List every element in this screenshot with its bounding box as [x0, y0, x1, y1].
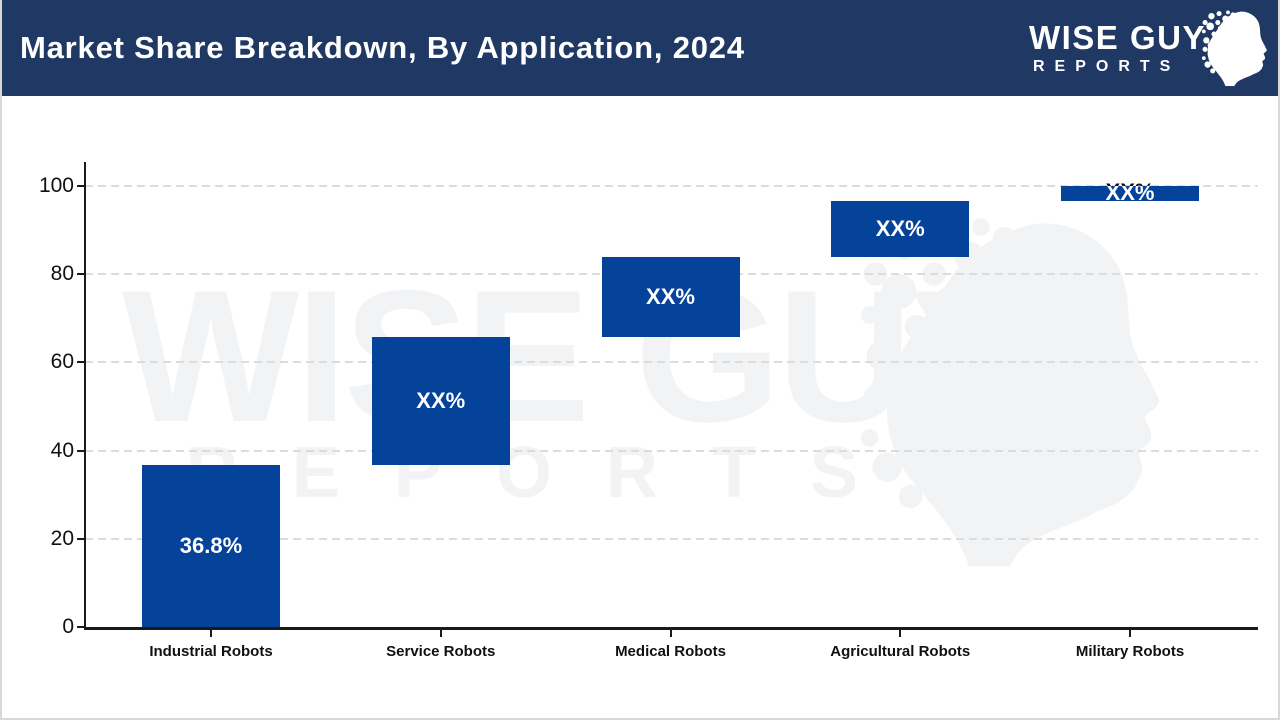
y-axis-tick-60 [77, 361, 84, 364]
x-axis-tick-medical-robots [669, 630, 672, 637]
x-axis-label-military-robots: Military Robots [1075, 643, 1185, 660]
y-axis-tick-40 [77, 449, 84, 452]
x-axis-label-agricultural-robots: Agricultural Robots [830, 643, 971, 660]
y-axis-tick-label-20: 20 [50, 526, 74, 550]
bar-medical-robots: XX% [601, 257, 740, 337]
bar-label-industrial-robots: 36.8% [179, 532, 243, 558]
y-axis-tick-label-60: 60 [50, 350, 74, 374]
y-axis-line [84, 162, 86, 629]
bar-label-medical-robots: XX% [646, 284, 695, 310]
brand-name: WISE GUY [1028, 19, 1206, 56]
logo-head-icon [1200, 6, 1270, 90]
x-axis-tick-industrial-robots [210, 630, 212, 637]
y-axis-tick-label-0: 0 [62, 615, 74, 638]
gridline-60 [85, 361, 1258, 364]
x-axis-label-industrial-robots: Industrial Robots [149, 643, 273, 660]
bar-label-military-robots: XX% [1105, 186, 1155, 201]
y-axis-tick-label-100: 100 [38, 174, 74, 197]
x-axis-tick-service-robots [439, 630, 442, 637]
bar-label-service-robots: XX% [416, 387, 466, 413]
bar-agricultural-robots: XX% [831, 200, 970, 258]
x-axis-label-medical-robots: Medical Robots [615, 643, 726, 660]
page-title: Market Share Breakdown, By Application, … [20, 30, 745, 65]
y-axis-tick-80 [77, 273, 84, 276]
gridline-40 [85, 449, 1258, 452]
gridline-100 [85, 185, 1258, 187]
y-axis-tick-20 [77, 537, 84, 540]
header: Market Share Breakdown, By Application, … [0, 0, 1280, 96]
gridline-20 [85, 537, 1258, 540]
y-axis-tick-100 [77, 185, 84, 187]
bar-industrial-robots: 36.8% [142, 464, 280, 627]
watermark-text-line2: REPORTS [186, 433, 913, 513]
x-axis-tick-military-robots [1129, 630, 1131, 637]
watermark-head-icon [852, 215, 1174, 567]
y-axis-tick-label-40: 40 [50, 438, 74, 462]
bar-military-robots: XX% [1061, 186, 1199, 201]
brand-text: WISE GUY REPORTS [1029, 21, 1206, 75]
bar-service-robots: XX% [371, 336, 510, 465]
brand-subtitle: REPORTS [1032, 58, 1181, 75]
x-axis-label-service-robots: Service Robots [386, 643, 496, 660]
bar-label-agricultural-robots: XX% [875, 215, 925, 241]
brand-logo: WISE GUY REPORTS [1029, 6, 1280, 90]
y-axis-tick-label-80: 80 [50, 262, 74, 286]
x-axis-line [84, 627, 1258, 630]
y-axis-tick-0 [77, 626, 84, 628]
x-axis-tick-agricultural-robots [899, 630, 902, 637]
